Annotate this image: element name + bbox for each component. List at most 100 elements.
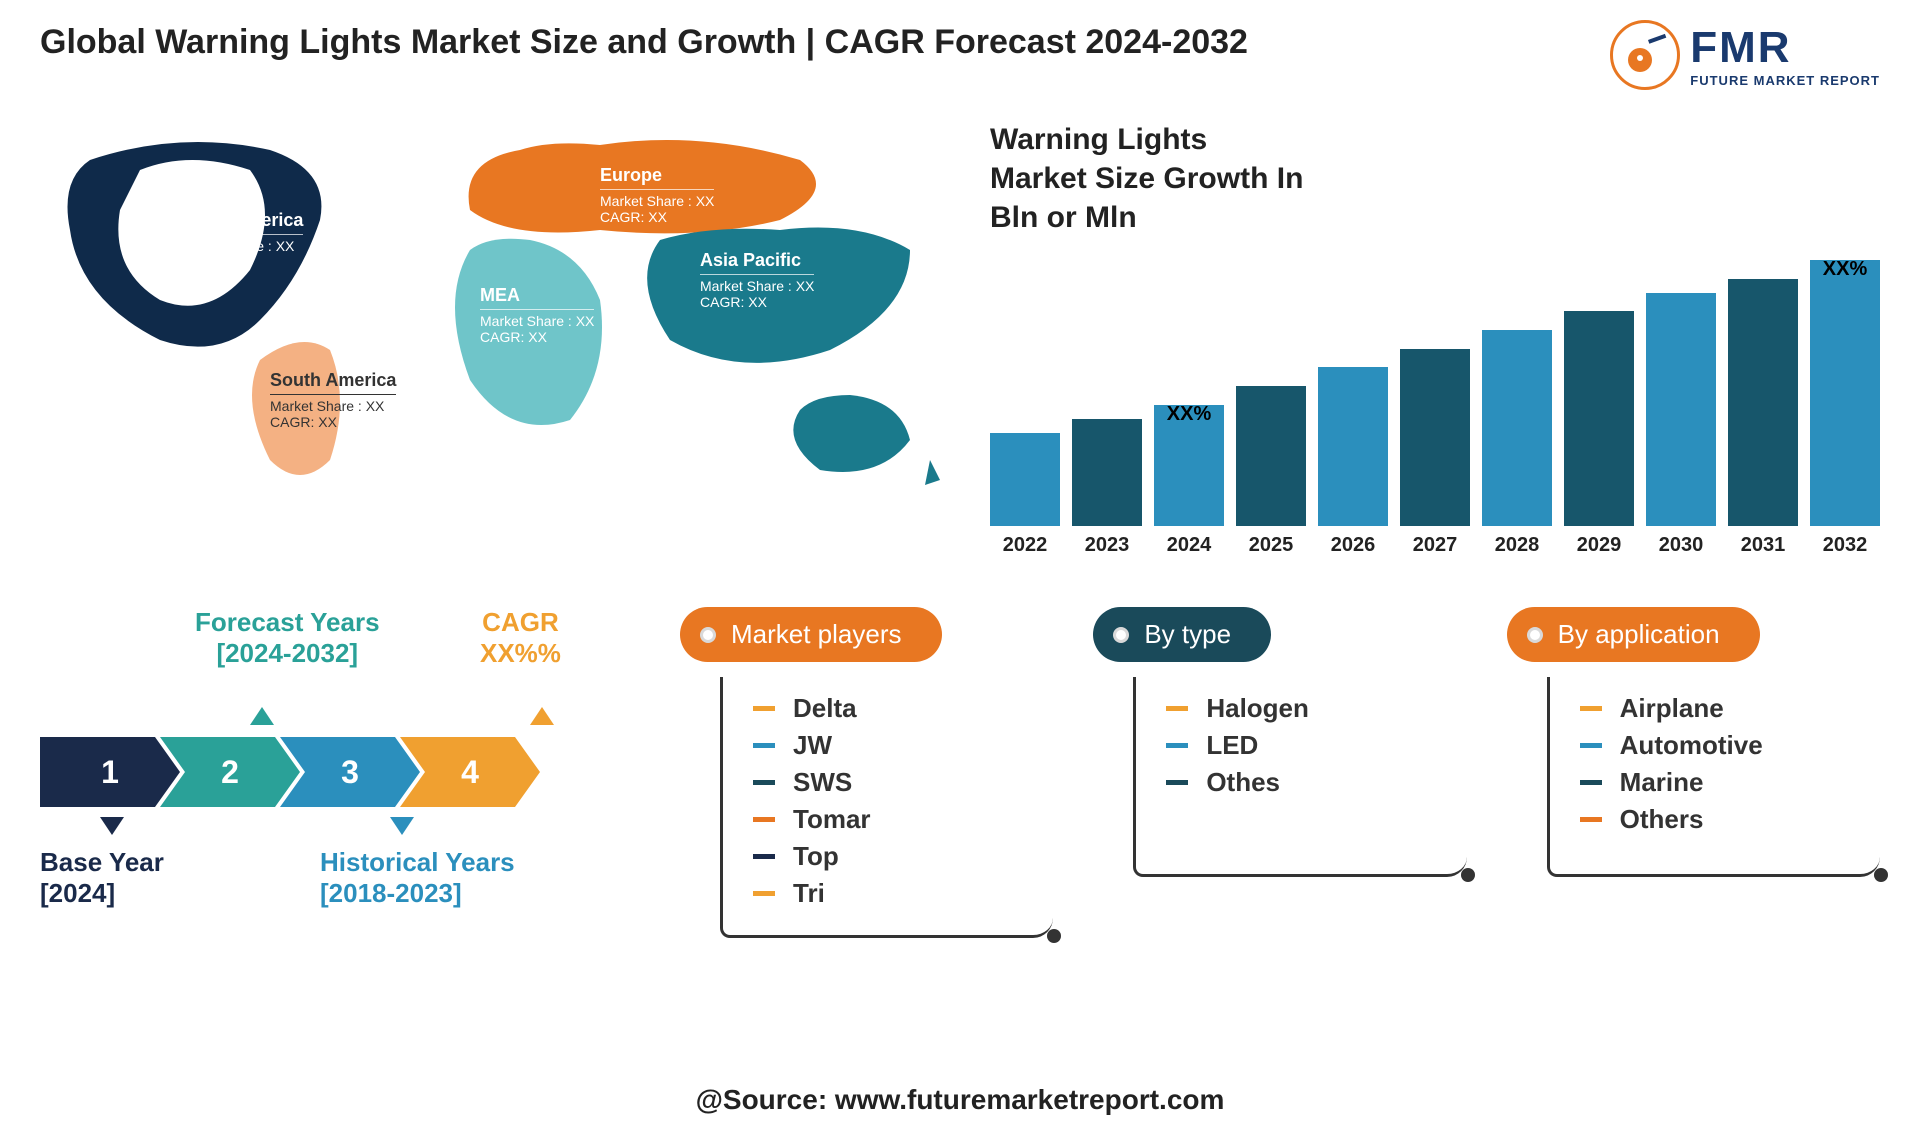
bar [1810, 260, 1880, 526]
bar [1564, 311, 1634, 526]
region-asia-pacific: Asia Pacific Market Share : XXCAGR: XX [700, 250, 814, 310]
category-item-label: Others [1620, 804, 1704, 835]
marker-icon [1166, 743, 1188, 748]
chart-title: Warning LightsMarket Size Growth InBln o… [990, 120, 1880, 237]
marker-icon [753, 743, 775, 748]
category-item-label: Othes [1206, 767, 1280, 798]
category-item-label: Automotive [1620, 730, 1763, 761]
bar-label: 2022 [1003, 534, 1048, 557]
bar-2024: XX% 2024 [1154, 405, 1224, 557]
bar-2030: 2030 [1646, 293, 1716, 557]
category-title: By type [1144, 619, 1231, 650]
dot-icon [700, 627, 716, 643]
bar [1482, 330, 1552, 526]
bar [1236, 386, 1306, 526]
bar-label: 2023 [1085, 534, 1130, 557]
marker-icon [1580, 743, 1602, 748]
marker-icon [753, 891, 775, 896]
marker-icon [1580, 706, 1602, 711]
triangle-down-icon [100, 817, 124, 835]
category-item-label: Tomar [793, 804, 871, 835]
region-europe: Europe Market Share : XXCAGR: XX [600, 165, 714, 225]
timeline-step-3: 3 [280, 737, 420, 807]
category-pill: By type [1093, 607, 1271, 662]
category-item: Tri [753, 878, 1033, 909]
category-title: By application [1558, 619, 1720, 650]
category-pill: Market players [680, 607, 942, 662]
category-0: Market players Delta JW SWS Tomar Top Tr… [680, 607, 1053, 938]
category-pill: By application [1507, 607, 1760, 662]
marker-icon [1580, 817, 1602, 822]
bars-container: 2022 2023 XX% 2024 2025 2026 2027 [990, 257, 1880, 557]
marker-icon [1166, 706, 1188, 711]
category-item-label: JW [793, 730, 832, 761]
triangle-up-icon [250, 707, 274, 725]
category-item: Tomar [753, 804, 1033, 835]
base-year-label: Base Year[2024] [40, 847, 164, 909]
triangle-up-icon [530, 707, 554, 725]
bar-2025: 2025 [1236, 386, 1306, 557]
region-south-america: South America Market Share : XXCAGR: XX [270, 370, 396, 430]
region-mea: MEA Market Share : XXCAGR: XX [480, 285, 594, 345]
timeline: Forecast Years[2024-2032] CAGRXX%% 1234 … [40, 607, 640, 927]
marker-icon [1166, 780, 1188, 785]
bar-2023: 2023 [1072, 419, 1142, 557]
world-map: North America Market Share : XXCAGR: XX … [40, 120, 960, 490]
dot-icon [1113, 627, 1129, 643]
bar-label: 2032 [1823, 534, 1868, 557]
category-item-label: Delta [793, 693, 857, 724]
bar-2028: 2028 [1482, 330, 1552, 557]
bar-2031: 2031 [1728, 279, 1798, 557]
category-bracket: Halogen LED Othes [1133, 677, 1466, 877]
bar-label: 2029 [1577, 534, 1622, 557]
timeline-step-4: 4 [400, 737, 540, 807]
category-item-label: Top [793, 841, 839, 872]
timeline-step-1: 1 [40, 737, 180, 807]
bar [1072, 419, 1142, 526]
bar [990, 433, 1060, 526]
marker-icon [753, 706, 775, 711]
marker-icon [1580, 780, 1602, 785]
category-item: Marine [1580, 767, 1860, 798]
bar-label: 2025 [1249, 534, 1294, 557]
category-item: Halogen [1166, 693, 1446, 724]
category-bracket: Delta JW SWS Tomar Top Tri [720, 677, 1053, 938]
category-1: By type Halogen LED Othes [1093, 607, 1466, 938]
fmr-logo-icon [1610, 20, 1680, 90]
timeline-steps: 1234 [40, 737, 540, 807]
source-attribution: @Source: www.futuremarketreport.com [696, 1084, 1225, 1116]
category-item: JW [753, 730, 1033, 761]
bar-label: 2027 [1413, 534, 1458, 557]
bar-label: 2028 [1495, 534, 1540, 557]
bar [1318, 367, 1388, 526]
category-item: Airplane [1580, 693, 1860, 724]
bar-2032: XX% 2032 [1810, 260, 1880, 557]
logo-text-sub: FUTURE MARKET REPORT [1690, 73, 1880, 88]
dot-icon [1527, 627, 1543, 643]
category-item: Others [1580, 804, 1860, 835]
bar-2026: 2026 [1318, 367, 1388, 557]
bar-label: 2030 [1659, 534, 1704, 557]
page-title: Global Warning Lights Market Size and Gr… [40, 20, 1248, 64]
header: Global Warning Lights Market Size and Gr… [40, 20, 1880, 90]
category-item: Top [753, 841, 1033, 872]
bar-2022: 2022 [990, 433, 1060, 557]
categories-row: Market players Delta JW SWS Tomar Top Tr… [680, 607, 1880, 938]
bar-2029: 2029 [1564, 311, 1634, 557]
timeline-step-2: 2 [160, 737, 300, 807]
marker-icon [753, 780, 775, 785]
triangle-down-icon [390, 817, 414, 835]
category-item: LED [1166, 730, 1446, 761]
logo-text-main: FMR [1690, 23, 1880, 73]
category-item: Othes [1166, 767, 1446, 798]
growth-chart: Warning LightsMarket Size Growth InBln o… [990, 120, 1880, 557]
historical-label: Historical Years[2018-2023] [320, 847, 515, 909]
marker-icon [753, 854, 775, 859]
category-item-label: SWS [793, 767, 852, 798]
category-item-label: Airplane [1620, 693, 1724, 724]
category-bracket: Airplane Automotive Marine Others [1547, 677, 1880, 877]
category-title: Market players [731, 619, 902, 650]
bar [1646, 293, 1716, 526]
category-item-label: LED [1206, 730, 1258, 761]
bar-label: 2031 [1741, 534, 1786, 557]
